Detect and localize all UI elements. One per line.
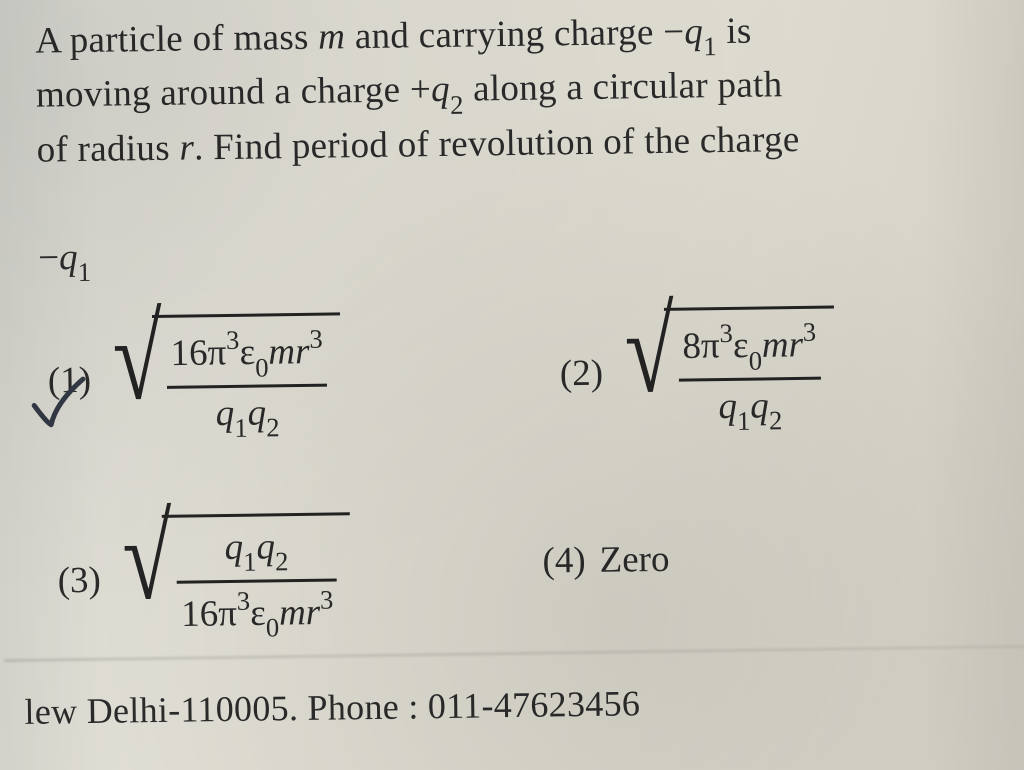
vinculum <box>152 312 340 318</box>
denominator: 16π3ε0mr3 <box>177 587 338 640</box>
den-text: 16π <box>181 593 237 635</box>
num-m: m <box>268 331 295 372</box>
numerator: q1q2 <box>220 527 292 574</box>
numerator: 8π3ε0mr3 <box>678 320 821 373</box>
option-1[interactable]: (1) √ 16π3ε0mr3 q1q2 <box>47 312 338 446</box>
q-text: and carrying charge − <box>345 12 685 58</box>
den-q: q <box>215 393 234 434</box>
option-2-fraction: 8π3ε0mr3 q1q2 <box>668 312 832 438</box>
check-mark-icon <box>27 375 90 438</box>
option-1-sqrt: √ 16π3ε0mr3 q1q2 <box>104 312 338 445</box>
num-q2: q <box>256 526 275 567</box>
footer-text: lew Delhi-110005. Phone : 011-47623456 <box>24 682 640 733</box>
num-m: m <box>762 324 789 365</box>
den-sub: 0 <box>266 613 280 643</box>
num-eps: ε <box>239 332 255 373</box>
q-var-r: r <box>179 127 194 168</box>
option-4[interactable]: (4) Zero <box>542 538 670 583</box>
vinculum <box>664 305 834 310</box>
fraction-bar <box>167 384 327 389</box>
option-4-label: (4) <box>542 539 586 583</box>
den-m: m <box>279 592 306 633</box>
den-r: r <box>305 592 320 633</box>
option-3-label: (3) <box>57 559 101 603</box>
option-2-sqrt: √ 8π3ε0mr3 q1q2 <box>616 306 831 439</box>
num-q: q <box>224 527 243 568</box>
q-target-charge: −q1 <box>38 236 91 285</box>
option-1-fraction: 16π3ε0mr3 q1q2 <box>156 318 338 444</box>
num-sub: 0 <box>255 352 269 382</box>
q-var-q1: q <box>684 11 703 52</box>
q-text: along a circular path <box>463 65 782 110</box>
num-s1: 1 <box>243 547 257 577</box>
den-s2: 2 <box>266 413 280 443</box>
option-2[interactable]: (2) √ 8π3ε0mr3 q1q2 <box>559 306 832 439</box>
paper-edge <box>4 645 1024 662</box>
num-eps: ε <box>733 325 749 366</box>
q-var-q1b: q <box>59 237 78 278</box>
num-sub: 0 <box>749 345 763 375</box>
q-sub-1: 1 <box>703 31 717 61</box>
num-sup: 3 <box>226 325 240 355</box>
den-s2: 2 <box>769 406 783 436</box>
den-sup2: 3 <box>320 584 334 614</box>
den-s1: 1 <box>737 406 751 436</box>
numerator: 16π3ε0mr3 <box>166 327 327 380</box>
q-var-m: m <box>318 16 346 57</box>
den-eps: ε <box>250 592 266 633</box>
option-3-sqrt: √ q1q2 16π3ε0mr3 <box>114 512 348 645</box>
num-s2: 2 <box>275 547 289 577</box>
option-4-text: Zero <box>599 538 669 582</box>
denominator: q1q2 <box>211 393 283 440</box>
q-text: . Find period of revolution of the charg… <box>194 119 800 168</box>
num-text: 8π <box>682 325 720 367</box>
q-var-q2: q <box>431 69 450 110</box>
q-text: of radius <box>36 127 179 170</box>
q-text: is <box>716 11 751 52</box>
q-text: moving around a charge + <box>36 69 432 116</box>
q-sub-2: 2 <box>450 89 464 119</box>
vinculum <box>162 512 350 518</box>
den-q2: q <box>750 385 769 426</box>
page: A particle of mass m and carrying charge… <box>0 0 1024 770</box>
num-sup2: 3 <box>803 317 817 347</box>
q-sub-1b: 1 <box>78 257 92 287</box>
num-r: r <box>295 331 310 372</box>
den-q: q <box>718 386 737 427</box>
den-sup: 3 <box>236 585 250 615</box>
option-3-fraction: q1q2 16π3ε0mr3 <box>166 518 348 644</box>
question-stem: A particle of mass m and carrying charge… <box>35 3 1001 175</box>
option-2-label: (2) <box>560 352 604 396</box>
num-r: r <box>788 324 803 365</box>
num-text: 16π <box>170 332 226 374</box>
q-minus: − <box>38 237 59 278</box>
denominator: q1q2 <box>714 386 786 433</box>
den-q2: q <box>247 392 266 433</box>
num-sup: 3 <box>719 318 733 348</box>
den-s1: 1 <box>234 413 248 443</box>
option-3[interactable]: (3) √ q1q2 16π3ε0mr3 <box>57 512 348 646</box>
fraction-bar <box>177 578 337 583</box>
q-text: A particle of mass <box>35 17 319 62</box>
num-sup2: 3 <box>309 324 323 354</box>
fraction-bar <box>679 377 821 382</box>
